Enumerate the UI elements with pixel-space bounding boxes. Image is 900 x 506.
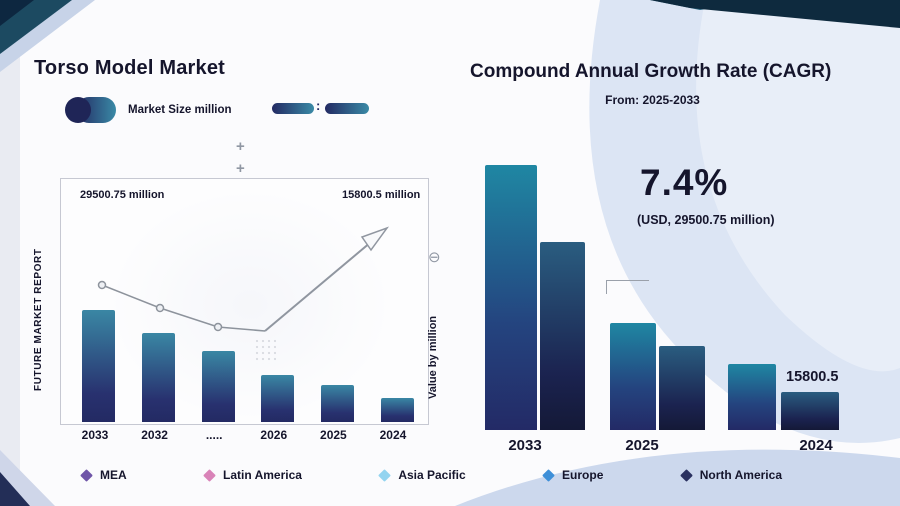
legend-label: Latin America [223, 468, 302, 482]
market-bar [321, 385, 355, 422]
legend-diamond-icon [542, 468, 555, 482]
legend-item-asia-pacific: Asia Pacific [378, 468, 466, 482]
right-blob-inner [696, 0, 900, 372]
legend-label: Europe [562, 468, 604, 482]
market-bar [380, 398, 414, 422]
bracket-decoration [606, 280, 649, 294]
x-label: 2025 [320, 428, 347, 442]
right-x-label: 2024 [799, 437, 833, 454]
bottom-right-wave [455, 449, 900, 506]
top-left-dark-wedge [0, 0, 72, 54]
right-x-label: 2025 [625, 437, 659, 454]
cagr-value: 7.4% [640, 162, 729, 203]
market-bar [82, 310, 115, 422]
right-x-label: 2033 [508, 437, 542, 454]
legend-diamond-icon [203, 468, 216, 482]
circle-minus-decoration: ⊖ [428, 249, 441, 266]
dot-grid-decoration [254, 338, 276, 364]
cagr-title: Compound Annual Growth Rate (CAGR) [470, 61, 832, 82]
left-chart-title: Torso Model Market [34, 57, 226, 79]
cagr-subtitle: From: 2025-2033 [605, 93, 700, 107]
legend-diamond-icon [378, 468, 392, 482]
bottom-left-dark-wedge [0, 472, 30, 506]
plus-decoration: + [236, 138, 245, 155]
value-axis-label: Value by million [427, 315, 439, 400]
pill-separator: : [316, 98, 321, 113]
max-value-label: 29500.75 million [80, 189, 165, 201]
legend-item-europe: Europe [542, 468, 604, 482]
left-bars [82, 292, 414, 422]
left-edge-strip [0, 0, 20, 506]
bottom-legend: MEA Latin America Asia Pacific Europe North … [80, 465, 782, 485]
cylinder-icon [65, 97, 116, 123]
legend-diamond-icon [679, 468, 693, 482]
cagr-detail: (USD, 29500.75 million) [637, 213, 775, 227]
legend-diamond-icon [80, 468, 93, 482]
legend-label: MEA [100, 468, 127, 482]
legend-label: Asia Pacific [398, 468, 466, 482]
plus-decoration: + [236, 160, 245, 177]
left-x-axis: 2033 2032 ..... 2026 2025 2024 [66, 428, 422, 442]
x-label: 2026 [260, 428, 288, 442]
legend-item-latin-america: Latin America [203, 468, 302, 482]
x-label: 2024 [379, 428, 407, 442]
market-bar [261, 375, 295, 422]
bar-value-label: 15800.5 [786, 369, 839, 385]
legend-item-north-america: North America [679, 468, 782, 482]
market-bar [201, 351, 235, 422]
top-left-corner-accent [0, 0, 34, 26]
x-label: ..... [205, 428, 223, 442]
market-bar [141, 333, 175, 422]
min-value-label: 15800.5 million [342, 189, 421, 201]
market-size-legend: Market Size million [64, 93, 232, 127]
top-right-dark-band [650, 0, 900, 28]
decorative-pill [325, 103, 369, 114]
decorative-pill [272, 103, 314, 114]
x-label: 2032 [141, 428, 168, 442]
legend-item-mea: MEA [80, 468, 127, 482]
future-market-report-label: FUTURE MARKET REPORT [33, 248, 44, 392]
market-size-legend-label: Market Size million [128, 104, 232, 116]
legend-label: North America [699, 468, 782, 482]
x-label: 2033 [81, 428, 109, 442]
